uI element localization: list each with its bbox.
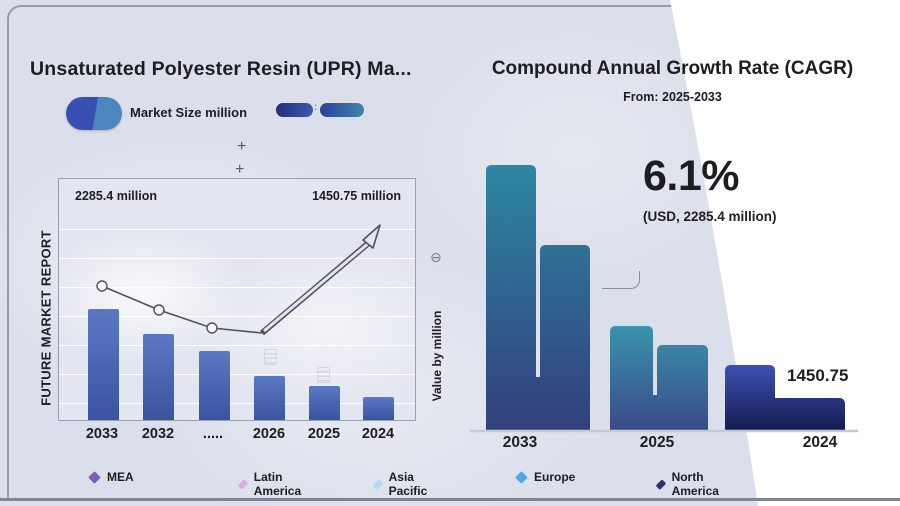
right-chart-bars xyxy=(470,165,858,433)
gridline xyxy=(59,345,415,346)
legend-item-latin-america: Latin America xyxy=(237,470,304,498)
bar-2032 xyxy=(143,334,174,420)
legend-label: Asia Pacific xyxy=(388,470,428,498)
right-chart-title: Compound Annual Growth Rate (CAGR) xyxy=(491,58,854,79)
value-axis-label: Value by million xyxy=(430,310,444,402)
gridline xyxy=(59,403,415,404)
bar-group-2033 xyxy=(486,165,590,430)
gridline xyxy=(59,316,415,317)
left-chart-x-axis-labels: 2033 2032..... 2026 2025 2024 xyxy=(58,426,416,446)
end-value-annotation: 1450.75 million xyxy=(312,189,401,203)
bar-2025 xyxy=(309,386,340,420)
x-axis-label: 2024 xyxy=(361,426,395,442)
gridline xyxy=(59,229,415,230)
mini-pill-teal-icon xyxy=(320,103,364,117)
diamond-icon xyxy=(515,470,528,484)
left-chart-title: Unsaturated Polyester Resin (UPR) Ma... xyxy=(30,58,412,80)
mini-pill-dark-icon xyxy=(276,103,313,117)
legend-label: Europe xyxy=(534,470,576,484)
bar-group-2025 xyxy=(610,326,708,430)
x-axis-label: 2025 xyxy=(307,426,341,442)
legend-label: North America xyxy=(671,470,719,498)
legend-item-europe: Europe xyxy=(515,470,576,484)
diamond-icon xyxy=(237,478,249,490)
legend-label: MEA xyxy=(107,470,134,484)
x-axis-label: 2024 xyxy=(802,434,838,451)
circled-minus-icon: ⊖ xyxy=(430,249,442,265)
pill-colon-separator: : xyxy=(314,102,318,113)
cagr-percentage: 6.1% xyxy=(643,152,740,200)
right-chart-subtitle: From: 2025-2033 xyxy=(623,90,722,104)
right-chart-x-axis-labels: 2033 2025 2024 xyxy=(460,434,870,454)
x-axis-label: 2033 xyxy=(85,426,119,442)
cagr-detail: (USD, 2285.4 million) xyxy=(643,209,777,224)
legend-item-mea: MEA xyxy=(88,470,134,484)
gridline xyxy=(59,374,415,375)
bar-2026 xyxy=(254,376,285,420)
x-axis-label: 2025 xyxy=(639,434,675,451)
gridline xyxy=(59,258,415,259)
trend-line-with-arrow xyxy=(96,224,381,336)
legend-label: Latin America xyxy=(253,470,302,498)
bottom-border-line xyxy=(0,498,900,501)
bar-group-2024 xyxy=(725,365,845,430)
bar-..... xyxy=(199,351,230,420)
diamond-icon xyxy=(655,478,666,490)
future-market-report-watermark: FUTURE MARKET REPORT xyxy=(38,230,54,406)
market-size-badge-icon xyxy=(66,97,122,130)
left-chart-panel: 2285.4 million 1450.75 million xyxy=(58,178,416,421)
diamond-icon xyxy=(88,470,101,484)
x-axis-label: 2033 xyxy=(502,434,538,451)
start-value-annotation: 2285.4 million xyxy=(75,189,157,203)
corner-bracket-decoration xyxy=(602,271,640,289)
page-frame-border xyxy=(7,5,895,499)
diamond-icon xyxy=(372,478,383,490)
legend-item-asia-pacific: Asia Pacific xyxy=(372,470,431,498)
x-axis-label: 2032 xyxy=(141,426,175,442)
legend-item-north-america: North America xyxy=(655,470,722,498)
x-axis-label: 2026 xyxy=(252,426,286,442)
bar-2033 xyxy=(88,309,119,420)
bar-value-annotation: 1450.75 xyxy=(787,366,849,385)
plus-icon: + xyxy=(235,161,245,178)
clipboard-watermark-icon xyxy=(264,349,277,365)
x-axis-label: ..... xyxy=(202,426,224,442)
clipboard-watermark-icon xyxy=(317,367,330,383)
plus-icon: + xyxy=(237,138,247,155)
gridline xyxy=(59,287,415,288)
market-size-label: Market Size million xyxy=(130,105,248,120)
bar-2024 xyxy=(363,397,394,420)
